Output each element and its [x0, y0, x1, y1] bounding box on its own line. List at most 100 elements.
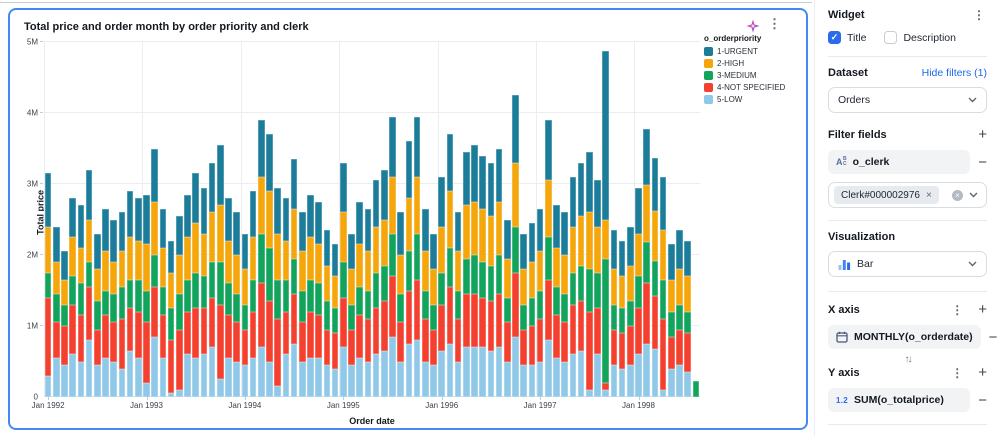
bar-segment[interactable] — [520, 304, 528, 330]
bar-segment[interactable] — [684, 333, 692, 373]
bar-segment[interactable] — [192, 173, 200, 224]
bar-segment[interactable] — [356, 357, 364, 397]
bar-segment[interactable] — [421, 208, 429, 252]
bar-segment[interactable] — [454, 251, 462, 291]
bar-segment[interactable] — [257, 120, 265, 177]
bar-segment[interactable] — [651, 260, 659, 297]
bar-segment[interactable] — [339, 212, 347, 263]
bar-segment[interactable] — [192, 272, 200, 309]
bar-segment[interactable] — [602, 258, 610, 383]
bar-segment[interactable] — [544, 120, 552, 181]
bar-segment[interactable] — [610, 269, 618, 305]
bar-segment[interactable] — [380, 169, 388, 220]
bar-segment[interactable] — [553, 357, 560, 397]
bar-segment[interactable] — [512, 162, 519, 227]
bar-segment[interactable] — [225, 315, 232, 358]
swap-axes-icon[interactable]: ↑↓ — [904, 354, 913, 365]
bar-segment[interactable] — [364, 208, 372, 252]
bar-segment[interactable] — [323, 329, 331, 366]
bar-segment[interactable] — [667, 368, 675, 397]
bar-segment[interactable] — [389, 233, 396, 277]
bar-segment[interactable] — [643, 283, 651, 344]
bar-segment[interactable] — [208, 347, 216, 397]
bar-segment[interactable] — [536, 318, 544, 362]
bar-segment[interactable] — [208, 262, 216, 298]
bar-segment[interactable] — [495, 148, 503, 202]
bar-segment[interactable] — [421, 318, 429, 362]
bar-segment[interactable] — [93, 365, 101, 397]
bar-segment[interactable] — [364, 318, 372, 362]
bar-segment[interactable] — [315, 283, 323, 316]
y-axis-field[interactable]: 1.2 SUM(o_totalprice) — [828, 388, 971, 412]
checkbox-checked-icon[interactable]: ✓ — [828, 31, 841, 44]
x-axis-kebab-menu-icon[interactable]: ⋮ — [951, 302, 964, 317]
bar-segment[interactable] — [635, 276, 642, 309]
bar-segment[interactable] — [454, 361, 462, 397]
bar-segment[interactable] — [216, 304, 224, 380]
bar-segment[interactable] — [471, 144, 478, 202]
bar-segment[interactable] — [487, 301, 495, 351]
bar-segment[interactable] — [602, 382, 610, 390]
bar-segment[interactable] — [151, 201, 159, 255]
bar-segment[interactable] — [544, 279, 552, 341]
bar-segment[interactable] — [208, 297, 216, 348]
bar-segment[interactable] — [495, 255, 503, 295]
bar-segment[interactable] — [52, 226, 60, 263]
bar-segment[interactable] — [200, 354, 208, 397]
bar-segment[interactable] — [257, 347, 265, 397]
bar-segment[interactable] — [348, 365, 355, 397]
bar-segment[interactable] — [290, 159, 298, 209]
legend-item[interactable]: 2-HIGH — [704, 59, 806, 68]
bar-segment[interactable] — [471, 347, 478, 397]
bar-segment[interactable] — [544, 340, 552, 397]
bar-segment[interactable] — [110, 322, 118, 362]
bar-segment[interactable] — [585, 269, 593, 312]
bar-segment[interactable] — [462, 152, 470, 206]
bar-segment[interactable] — [635, 233, 642, 277]
bar-segment[interactable] — [405, 343, 413, 397]
bar-segment[interactable] — [585, 311, 593, 390]
bar-segment[interactable] — [438, 272, 446, 305]
bar-segment[interactable] — [225, 357, 232, 397]
bar-segment[interactable] — [151, 286, 159, 337]
bar-segment[interactable] — [298, 361, 306, 397]
bar-segment[interactable] — [667, 336, 675, 369]
bar-segment[interactable] — [69, 276, 77, 305]
bar-segment[interactable] — [536, 361, 544, 397]
bar-segment[interactable] — [667, 311, 675, 337]
bar-segment[interactable] — [307, 237, 314, 280]
bar-segment[interactable] — [282, 198, 290, 241]
bar-segment[interactable] — [528, 262, 536, 298]
bar-segment[interactable] — [380, 350, 388, 397]
bar-segment[interactable] — [339, 297, 347, 348]
bar-segment[interactable] — [241, 329, 249, 366]
bar-segment[interactable] — [659, 230, 667, 280]
bar-segment[interactable] — [520, 233, 528, 270]
bar-segment[interactable] — [93, 329, 101, 366]
bar-segment[interactable] — [315, 357, 323, 397]
bar-segment[interactable] — [126, 279, 134, 309]
chart-kebab-menu-icon[interactable]: ⋮ — [768, 16, 781, 31]
bar-segment[interactable] — [356, 315, 364, 358]
bar-segment[interactable] — [159, 286, 167, 316]
bar-segment[interactable] — [241, 269, 249, 305]
bar-segment[interactable] — [594, 272, 601, 309]
bar-segment[interactable] — [307, 279, 314, 312]
bar-segment[interactable] — [594, 226, 601, 273]
bar-segment[interactable] — [372, 308, 380, 355]
bar-segment[interactable] — [134, 311, 142, 358]
bar-segment[interactable] — [175, 329, 183, 390]
bar-segment[interactable] — [356, 201, 364, 245]
bar-segment[interactable] — [479, 155, 487, 209]
bar-segment[interactable] — [643, 242, 651, 284]
description-checkbox[interactable]: Description — [884, 31, 956, 44]
bar-segment[interactable] — [126, 350, 134, 397]
bar-segment[interactable] — [200, 276, 208, 309]
bar-segment[interactable] — [274, 279, 282, 319]
bar-segment[interactable] — [348, 269, 355, 305]
bar-segment[interactable] — [364, 251, 372, 291]
bar-segment[interactable] — [134, 357, 142, 397]
bar-segment[interactable] — [52, 262, 60, 295]
bar-segment[interactable] — [561, 322, 569, 362]
bar-segment[interactable] — [233, 212, 241, 255]
